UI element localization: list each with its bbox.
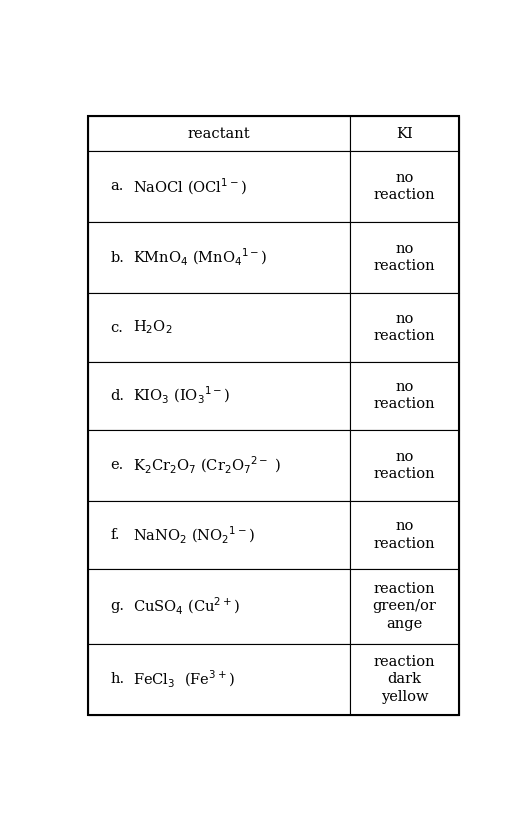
Text: NaNO$_2$ (NO$_2$$^{1-}$): NaNO$_2$ (NO$_2$$^{1-}$) [133, 524, 255, 546]
Bar [350, 150, 460, 222]
Bar [88, 501, 350, 569]
Text: KMnO$_4$ (MnO$_4$$^{1-}$): KMnO$_4$ (MnO$_4$$^{1-}$) [133, 247, 267, 268]
Text: d.: d. [110, 389, 124, 403]
Text: no
reaction: no reaction [374, 242, 435, 273]
Text: CuSO$_4$ (Cu$^{2+}$): CuSO$_4$ (Cu$^{2+}$) [133, 596, 239, 617]
Text: c.: c. [110, 320, 123, 334]
Bar [88, 430, 350, 501]
Bar [88, 222, 350, 293]
Bar [88, 116, 350, 150]
Text: no
reaction: no reaction [374, 380, 435, 411]
Bar [350, 361, 460, 430]
Text: h.: h. [110, 672, 124, 686]
Text: K$_2$Cr$_2$O$_7$ (Cr$_2$O$_7$$^{2-}$ ): K$_2$Cr$_2$O$_7$ (Cr$_2$O$_7$$^{2-}$ ) [133, 455, 281, 476]
Text: reactant: reactant [188, 126, 250, 140]
Bar [88, 293, 350, 361]
Bar [350, 501, 460, 569]
Text: f.: f. [110, 528, 119, 542]
Text: NaOCl (OCl$^{1-}$): NaOCl (OCl$^{1-}$) [133, 176, 246, 196]
Bar [350, 222, 460, 293]
Text: KI: KI [396, 126, 413, 140]
Text: FeCl$_3$  (Fe$^{3+}$): FeCl$_3$ (Fe$^{3+}$) [133, 669, 234, 690]
Text: reaction
green/or
ange: reaction green/or ange [373, 582, 436, 630]
Bar [88, 150, 350, 222]
Bar [350, 644, 460, 715]
Bar [88, 361, 350, 430]
Bar [88, 644, 350, 715]
Text: no
reaction: no reaction [374, 519, 435, 551]
Bar [350, 569, 460, 644]
Bar [350, 116, 460, 150]
Bar [350, 430, 460, 501]
Bar [88, 569, 350, 644]
Text: KIO$_3$ (IO$_3$$^{1-}$): KIO$_3$ (IO$_3$$^{1-}$) [133, 385, 230, 406]
Text: no
reaction: no reaction [374, 450, 435, 481]
Text: reaction
dark
yellow: reaction dark yellow [374, 655, 435, 704]
Text: no
reaction: no reaction [374, 171, 435, 202]
Text: e.: e. [110, 458, 124, 472]
Text: H$_2$O$_2$: H$_2$O$_2$ [133, 319, 172, 336]
Text: g.: g. [110, 599, 124, 614]
Text: no
reaction: no reaction [374, 312, 435, 344]
Text: a.: a. [110, 180, 124, 193]
Text: b.: b. [110, 251, 124, 265]
Bar [350, 293, 460, 361]
